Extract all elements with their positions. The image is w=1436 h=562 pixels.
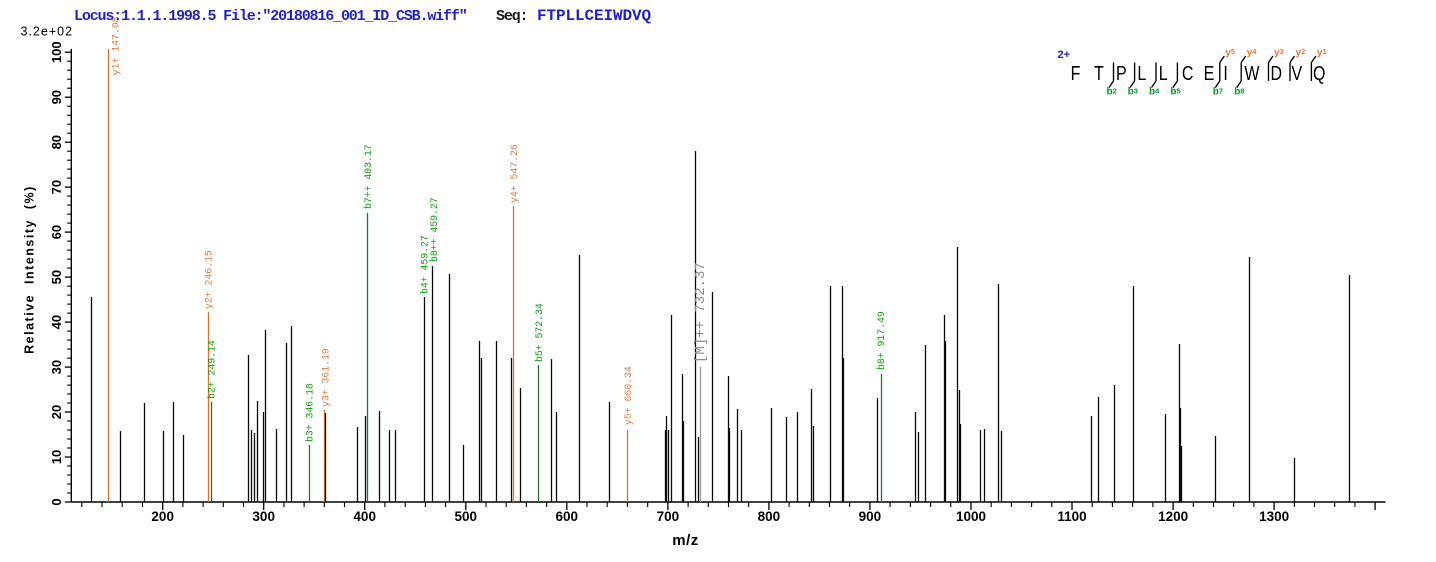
svg-text:100: 100 xyxy=(49,41,64,63)
svg-text:y4+ 547.26: y4+ 547.26 xyxy=(509,144,520,203)
svg-text:b5+ 572.34: b5+ 572.34 xyxy=(534,303,545,362)
svg-text:3.2e+02: 3.2e+02 xyxy=(21,25,74,39)
svg-text:700: 700 xyxy=(657,509,680,524)
svg-text:b7++ 403.17: b7++ 403.17 xyxy=(363,144,374,209)
svg-text:20: 20 xyxy=(49,405,64,419)
svg-text:F: F xyxy=(1071,62,1081,84)
svg-text:80: 80 xyxy=(49,135,64,149)
svg-text:60: 60 xyxy=(49,225,64,239)
svg-text:b8++ 459.27: b8++ 459.27 xyxy=(429,197,440,262)
svg-text:1000: 1000 xyxy=(956,509,986,524)
svg-text:1300: 1300 xyxy=(1259,509,1289,524)
svg-text:300: 300 xyxy=(252,509,275,524)
svg-text:b2+ 249.14: b2+ 249.14 xyxy=(206,340,217,399)
svg-text:T: T xyxy=(1094,62,1104,84)
svg-text:b3: b3 xyxy=(1128,87,1138,98)
svg-text:10: 10 xyxy=(49,450,64,464)
svg-text:y1+ 147.08: y1+ 147.08 xyxy=(111,16,122,75)
svg-text:E: E xyxy=(1204,62,1215,84)
svg-text:1200: 1200 xyxy=(1158,509,1188,524)
svg-text:900: 900 xyxy=(859,509,882,524)
svg-text:400: 400 xyxy=(353,509,376,524)
svg-text:m/z: m/z xyxy=(672,532,699,549)
svg-text:y4: y4 xyxy=(1247,47,1258,59)
svg-text:V: V xyxy=(1291,62,1302,84)
svg-text:P: P xyxy=(1116,62,1127,84)
svg-text:b3+ 346.18: b3+ 346.18 xyxy=(305,383,316,442)
svg-text:50: 50 xyxy=(49,270,64,284)
svg-text:C: C xyxy=(1182,62,1194,84)
svg-text:Relative Intensity (%): Relative Intensity (%) xyxy=(23,185,37,354)
svg-text:b7: b7 xyxy=(1213,87,1223,98)
svg-text:[M]++ 732.37: [M]++ 732.37 xyxy=(693,262,709,363)
svg-text:500: 500 xyxy=(455,509,478,524)
svg-text:W: W xyxy=(1244,62,1260,84)
svg-text:40: 40 xyxy=(49,315,64,329)
svg-text:b2: b2 xyxy=(1107,87,1117,98)
svg-text:b4: b4 xyxy=(1149,87,1160,98)
svg-text:0: 0 xyxy=(49,498,64,505)
svg-text:y2: y2 xyxy=(1296,47,1306,59)
svg-text:L: L xyxy=(1159,62,1168,84)
svg-text:600: 600 xyxy=(556,509,579,524)
svg-text:y5+ 660.34: y5+ 660.34 xyxy=(623,366,634,425)
svg-text:1100: 1100 xyxy=(1057,509,1086,524)
svg-text:70: 70 xyxy=(49,180,64,194)
svg-text:200: 200 xyxy=(151,509,174,524)
svg-text:b8: b8 xyxy=(1234,87,1244,98)
svg-text:y3: y3 xyxy=(1274,47,1284,59)
svg-text:y5: y5 xyxy=(1225,47,1235,59)
svg-text:y3+ 361.19: y3+ 361.19 xyxy=(320,348,331,407)
svg-text:y1: y1 xyxy=(1317,47,1327,59)
svg-text:D: D xyxy=(1271,62,1283,84)
svg-text:b8+ 917.49: b8+ 917.49 xyxy=(876,311,887,370)
svg-text:2+: 2+ xyxy=(1058,49,1071,61)
svg-text:90: 90 xyxy=(49,90,64,104)
svg-text:800: 800 xyxy=(758,509,781,524)
svg-text:L: L xyxy=(1137,62,1146,84)
svg-text:b4+ 459.27: b4+ 459.27 xyxy=(420,235,431,294)
svg-text:b5: b5 xyxy=(1170,87,1180,98)
svg-text:Q: Q xyxy=(1313,62,1325,84)
svg-text:I: I xyxy=(1223,62,1227,84)
svg-text:30: 30 xyxy=(49,360,64,374)
svg-text:y2+ 246.15: y2+ 246.15 xyxy=(203,250,214,309)
